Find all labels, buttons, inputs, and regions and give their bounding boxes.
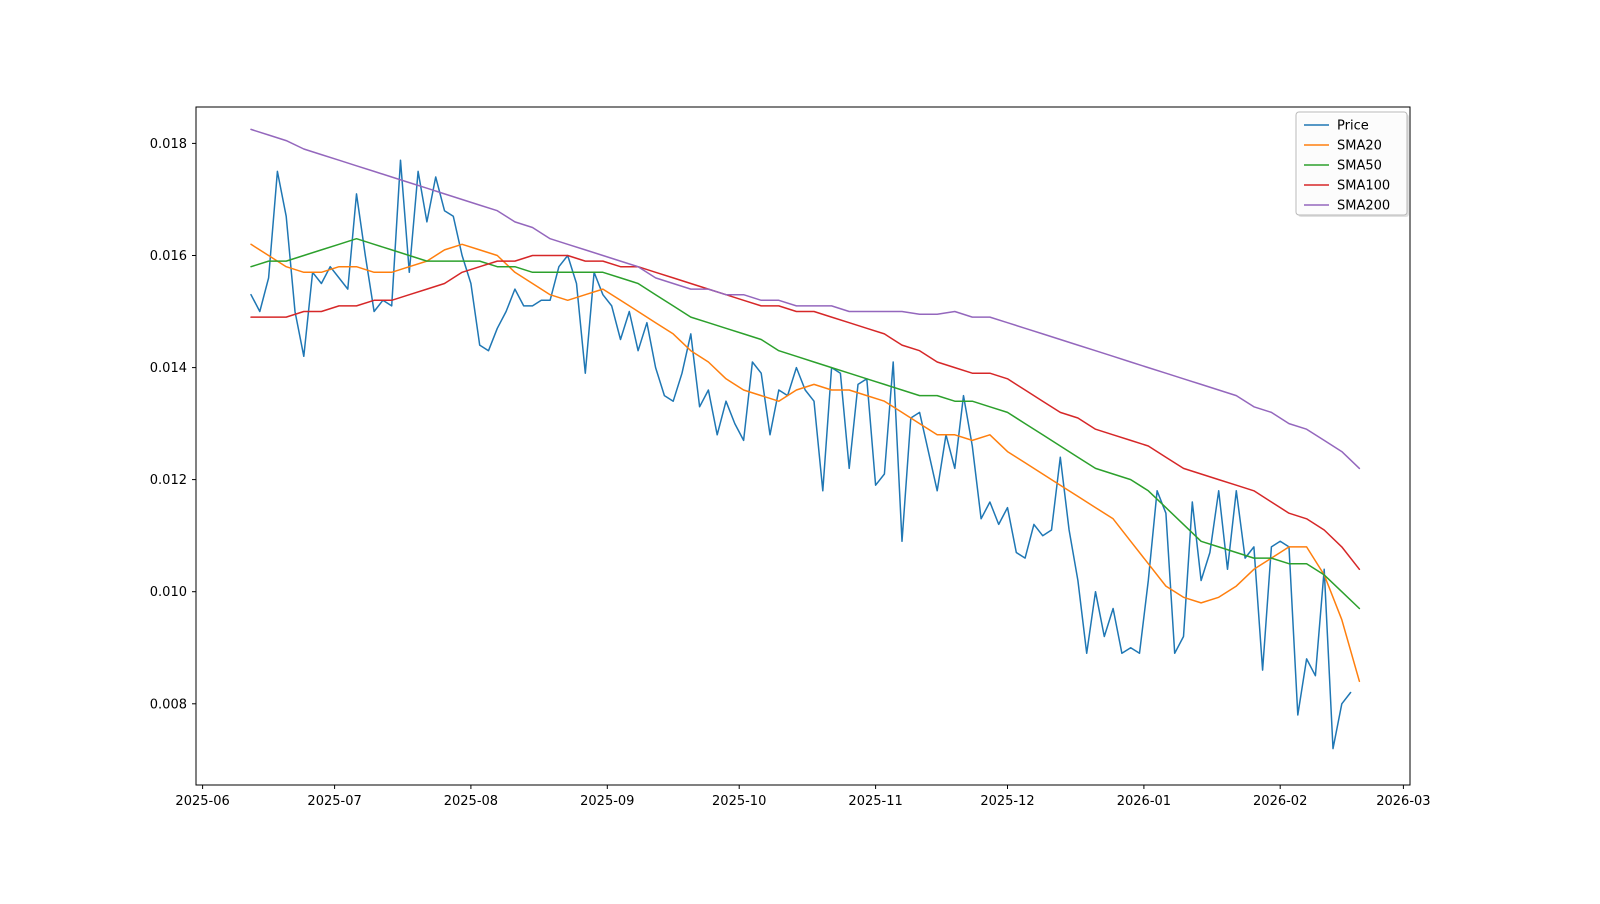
x-axis-tick-label: 2025-06 <box>175 794 229 809</box>
y-axis-tick-label: 0.010 <box>150 585 187 600</box>
legend-entry-sma200: SMA200 <box>1304 199 1390 214</box>
x-axis-tick-label: 2025-08 <box>444 794 498 809</box>
legend-entry-sma50: SMA50 <box>1304 159 1382 174</box>
legend-label: SMA100 <box>1337 179 1390 194</box>
y-axis-tick-label: 0.016 <box>150 249 187 264</box>
legend-label: Price <box>1337 119 1369 134</box>
legend-entry-price: Price <box>1304 119 1369 134</box>
y-axis-tick-label: 0.014 <box>150 361 187 376</box>
y-axis-tick-label: 0.008 <box>150 697 187 712</box>
x-axis-tick-label: 2025-07 <box>307 794 361 809</box>
legend-entry-sma20: SMA20 <box>1304 139 1382 154</box>
series-line-sma200 <box>250 128 1361 470</box>
x-axis-tick-label: 2026-01 <box>1117 794 1171 809</box>
x-axis-tick-label: 2025-11 <box>848 794 902 809</box>
series-line-sma50 <box>250 237 1361 610</box>
x-axis-tick-label: 2025-12 <box>980 794 1034 809</box>
x-axis-tick-label: 2026-03 <box>1376 794 1430 809</box>
plot-area <box>195 106 1411 786</box>
x-axis-tick-label: 2025-10 <box>712 794 766 809</box>
legend-label: SMA20 <box>1337 139 1382 154</box>
x-axis-tick-label: 2026-02 <box>1253 794 1307 809</box>
legend-entry-sma100: SMA100 <box>1304 179 1390 194</box>
legend-label: SMA200 <box>1337 199 1390 214</box>
series-line-price <box>250 159 1352 750</box>
x-axis-tick-label: 2025-09 <box>580 794 634 809</box>
legend-label: SMA50 <box>1337 159 1382 174</box>
series-line-sma20 <box>250 243 1361 683</box>
y-axis-tick-label: 0.018 <box>150 137 187 152</box>
legend-box <box>1295 111 1408 216</box>
series-line-sma100 <box>250 254 1361 571</box>
y-axis-tick-label: 0.012 <box>150 473 187 488</box>
